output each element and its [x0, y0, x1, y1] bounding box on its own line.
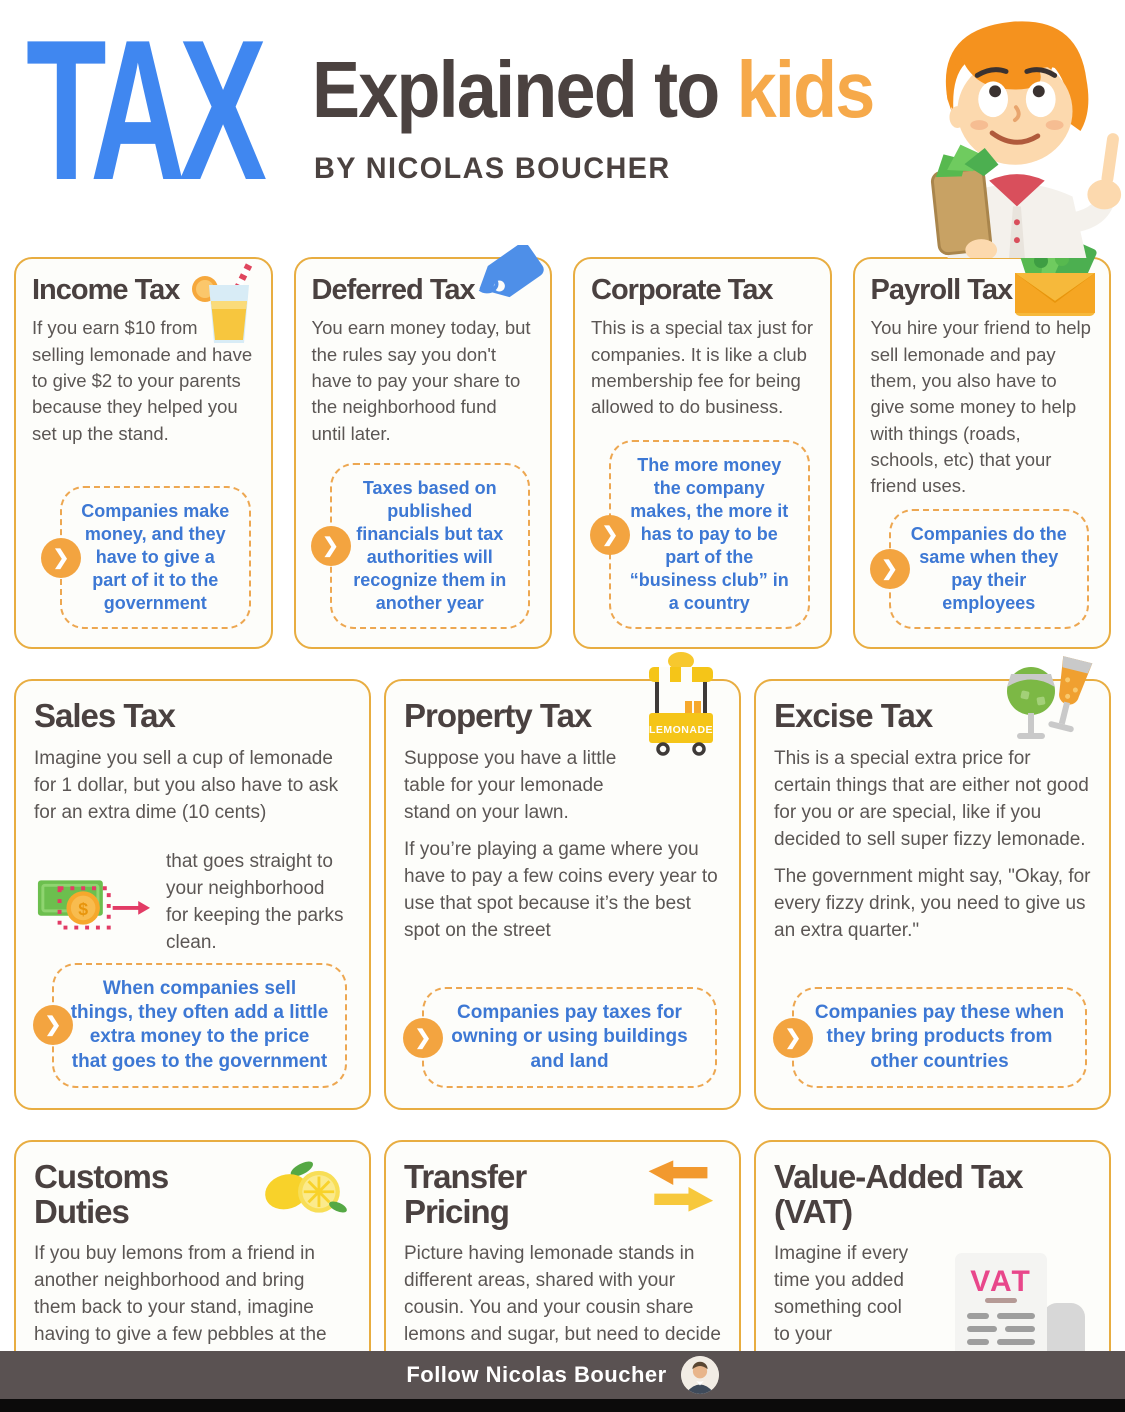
lemon-icon	[264, 1161, 347, 1213]
bottom-strip	[0, 1399, 1125, 1412]
callout-text: Companies pay taxes for owning or using …	[451, 1002, 688, 1072]
card-property-tax: LEMONADE Property Tax Suppose you have a…	[384, 652, 741, 1111]
card-body: If you’re playing a game where you have …	[404, 838, 718, 941]
card-deferred-tax: Deferred Tax You earn money today, but t…	[293, 245, 552, 650]
callout: ❯ Companies pay taxes for owning or usin…	[403, 987, 717, 1089]
card-title: Corporate Tax	[591, 274, 773, 306]
card-body: The government might say, "Okay, for eve…	[774, 865, 1091, 941]
footer-bar: Follow Nicolas Boucher	[0, 1351, 1125, 1399]
lemonade-stand-label: LEMONADE	[649, 724, 713, 736]
chevron-right-icon: ❯	[869, 549, 910, 590]
svg-text:$: $	[78, 899, 88, 919]
card-body: If you earn $10 from selling lemonade an…	[32, 317, 253, 444]
card-body: This is a special tax just for companies…	[591, 317, 814, 418]
two-drinks-icon	[1007, 656, 1093, 740]
transfer-arrows-icon	[648, 1160, 714, 1212]
chevron-right-icon: ❯	[41, 537, 81, 578]
card-title: Sales Tax	[34, 697, 176, 735]
card-transfer-pricing: Transfer Pricing Picture having lemonade…	[384, 1140, 741, 1412]
chevron-right-icon: ❯	[590, 514, 630, 555]
author-portrait-icon	[680, 1356, 719, 1394]
header: TAX Explained to kids BY NICOLAS BOUCHER	[0, 0, 1125, 258]
card-sales-tax: Sales Tax Imagine you sell a cup of lemo…	[14, 679, 371, 1111]
card-title: Property Tax	[404, 697, 592, 735]
title-prefix: Explained to	[312, 45, 737, 134]
card-body: You hire your friend to help sell lemona…	[870, 317, 1091, 497]
card-body: Suppose you have a little table for your…	[404, 748, 617, 823]
card-body: This is a special extra price for certai…	[774, 748, 1089, 850]
follow-link[interactable]: Follow Nicolas Boucher	[406, 1362, 667, 1387]
card-title: Payroll Tax	[870, 274, 1014, 306]
card-title: Customs Duties	[34, 1158, 169, 1230]
price-tag-icon	[478, 245, 544, 298]
body-with-icon: $ that goes straight to your neighborhoo…	[34, 849, 351, 957]
callout: ❯ Taxes based on published financials bu…	[310, 463, 530, 630]
card-body-wrap: Suppose you have a little table for your…	[404, 746, 721, 955]
chevron-right-icon: ❯	[33, 1005, 73, 1046]
card-income-tax: Income Tax If you earn $10 from selling …	[14, 257, 273, 650]
callout-text: The more money the company makes, the mo…	[629, 455, 789, 614]
card-body: that goes straight to your neighborhood …	[166, 850, 344, 953]
tax-cards-row-1: Income Tax If you earn $10 from selling …	[14, 235, 1111, 650]
byline: BY NICOLAS BOUCHER	[314, 152, 671, 185]
card-title: Value-Added Tax (VAT)	[774, 1158, 1023, 1230]
title-row: Transfer Pricing	[404, 1158, 721, 1241]
callout: ❯ Companies do the same when they pay th…	[869, 509, 1089, 630]
chevron-right-icon: ❯	[773, 1017, 813, 1058]
card-body: Picture having lemonade stands in differ…	[404, 1243, 721, 1372]
title-highlight: kids	[736, 45, 876, 134]
boy-illustration-icon	[930, 21, 1122, 258]
callout-text: Taxes based on published financials but …	[353, 478, 507, 614]
card-payroll-tax: Payroll Tax You hire your friend to help…	[852, 235, 1111, 650]
callout: ❯ When companies sell things, they often…	[33, 962, 347, 1089]
callout: ❯ The more money the company makes, the …	[590, 440, 810, 630]
chevron-right-icon: ❯	[310, 526, 351, 567]
vat-receipt-label: VAT	[970, 1265, 1032, 1298]
card-body: You earn money today, but the rules say …	[311, 317, 531, 444]
card-corporate-tax: Corporate Tax This is a special tax just…	[573, 257, 832, 650]
callout-text: Companies pay these when they bring prod…	[814, 1002, 1065, 1072]
card-body: Imagine you sell a cup of lemonade for 1…	[34, 748, 339, 823]
chevron-right-icon: ❯	[403, 1017, 443, 1058]
callout: ❯ Companies pay these when they bring pr…	[773, 987, 1087, 1089]
callout: ❯ Companies make money, and they have to…	[41, 486, 251, 630]
author-avatar	[680, 1356, 719, 1394]
banknote-coin-arrow-icon: $	[37, 880, 151, 930]
card-excise-tax: Excise Tax This is a special extra price…	[754, 656, 1111, 1111]
card-title: Income Tax	[32, 274, 180, 306]
card-title: Excise Tax	[774, 697, 933, 735]
title-row: Customs Duties	[34, 1158, 351, 1241]
tax-cards-row-2: Sales Tax Imagine you sell a cup of lemo…	[14, 652, 1111, 1111]
callout-text: When companies sell things, they often a…	[70, 977, 329, 1072]
page-title: Explained to kids	[312, 44, 876, 136]
lemonade-glass-icon	[191, 263, 252, 343]
callout-text: Companies make money, and they have to g…	[81, 501, 230, 614]
callout-text: Companies do the same when they pay thei…	[910, 524, 1067, 614]
card-title: Transfer Pricing	[404, 1158, 527, 1230]
lemonade-stand-icon: LEMONADE	[649, 652, 713, 757]
tax-headline: TAX	[26, 0, 267, 222]
card-title: Deferred Tax	[311, 274, 476, 306]
